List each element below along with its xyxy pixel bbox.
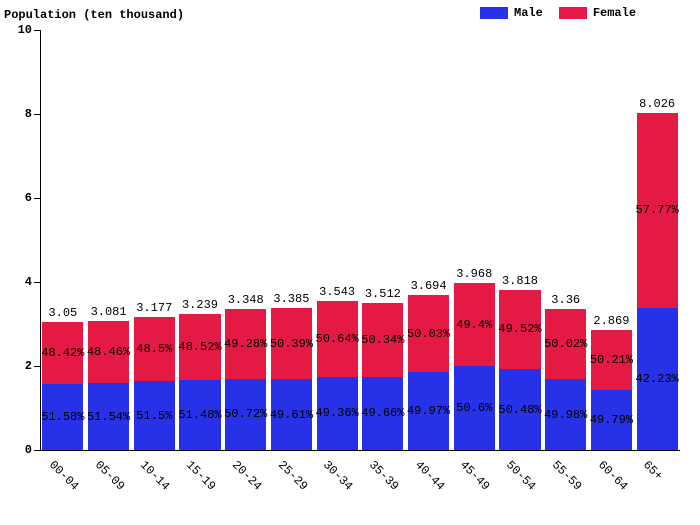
legend-item-male: Male [480, 6, 543, 20]
bar-segment-female: 50.39% [271, 308, 312, 380]
bar-segment-female: 57.77% [637, 113, 678, 308]
bar-total-label: 2.869 [591, 314, 632, 328]
y-tick-label: 4 [12, 275, 32, 289]
x-tick-label: 10-14 [138, 458, 173, 493]
bar-column: 51.5%48.5%3.177 [134, 317, 175, 450]
bar-total-label: 3.348 [225, 293, 266, 307]
x-tick-label: 35-39 [366, 458, 401, 493]
bar-total-label: 3.512 [362, 287, 403, 301]
population-stacked-bar-chart: Population (ten thousand) Male Female 0 2… [0, 0, 700, 525]
legend: Male Female [480, 6, 636, 20]
x-tick-label: 05-09 [92, 458, 127, 493]
bar-segment-male: 42.23% [637, 308, 678, 450]
x-tick-label: 50-54 [503, 458, 538, 493]
bar-total-label: 3.081 [88, 305, 129, 319]
bar-segment-male: 49.97% [408, 372, 449, 450]
x-tick-label: 65+ [640, 458, 665, 483]
bar-column: 50.48%49.52%3.818 [499, 290, 540, 450]
bar-column: 51.48%48.52%3.239 [179, 314, 220, 450]
bar-segment-male: 50.72% [225, 379, 266, 450]
bar-total-label: 3.36 [545, 293, 586, 307]
y-axis-line [40, 30, 41, 450]
bar-segment-female: 49.28% [225, 309, 266, 378]
bar-column: 49.61%50.39%3.385 [271, 308, 312, 450]
bar-total-label: 3.968 [454, 267, 495, 281]
bar-column: 51.54%48.46%3.081 [88, 321, 129, 450]
x-tick-label: 30-34 [320, 458, 355, 493]
bar-segment-male: 50.6% [454, 366, 495, 450]
legend-item-female: Female [559, 6, 636, 20]
bar-total-label: 3.177 [134, 301, 175, 315]
y-axis-label: Population (ten thousand) [4, 8, 184, 22]
bar-total-label: 3.385 [271, 292, 312, 306]
bar-segment-female: 48.42% [42, 322, 83, 384]
bar-segment-female: 49.52% [499, 290, 540, 369]
bar-column: 49.36%50.64%3.543 [317, 301, 358, 450]
bar-column: 49.97%50.03%3.694 [408, 295, 449, 450]
x-tick-label: 00-04 [46, 458, 81, 493]
bar-segment-female: 50.34% [362, 303, 403, 377]
bar-column: 42.23%57.77%8.026 [637, 113, 678, 450]
y-tick-label: 10 [12, 23, 32, 37]
bar-column: 50.72%49.28%3.348 [225, 309, 266, 450]
bar-segment-male: 49.61% [271, 379, 312, 450]
bar-segment-female: 50.64% [317, 301, 358, 376]
bar-column: 49.98%50.02%3.36 [545, 309, 586, 450]
bar-segment-male: 49.36% [317, 377, 358, 450]
x-tick-label: 45-49 [458, 458, 493, 493]
plot-area: 51.58%48.42%3.0551.54%48.46%3.08151.5%48… [40, 30, 680, 450]
legend-label-female: Female [593, 6, 636, 20]
legend-swatch-female [559, 7, 587, 19]
y-tick-label: 2 [12, 359, 32, 373]
legend-label-male: Male [514, 6, 543, 20]
y-tick-label: 0 [12, 443, 32, 457]
x-tick-label: 60-64 [595, 458, 630, 493]
bar-total-label: 3.05 [42, 306, 83, 320]
x-axis-line [40, 450, 680, 451]
x-tick-label: 55-59 [549, 458, 584, 493]
bar-segment-male: 51.54% [88, 383, 129, 450]
bar-segment-male: 49.79% [591, 390, 632, 450]
x-tick-label: 25-29 [275, 458, 310, 493]
bar-column: 49.79%50.21%2.869 [591, 330, 632, 450]
bar-segment-female: 50.03% [408, 295, 449, 373]
x-tick-label: 40-44 [412, 458, 447, 493]
bar-total-label: 3.818 [499, 274, 540, 288]
bar-total-label: 3.694 [408, 279, 449, 293]
bar-total-label: 3.543 [317, 285, 358, 299]
y-tick-label: 8 [12, 107, 32, 121]
bar-segment-male: 50.48% [499, 369, 540, 450]
legend-swatch-male [480, 7, 508, 19]
bar-segment-male: 51.48% [179, 380, 220, 450]
bar-segment-female: 48.46% [88, 321, 129, 384]
bar-segment-female: 48.52% [179, 314, 220, 380]
bar-column: 50.6%49.4%3.968 [454, 283, 495, 450]
x-tick-label: 15-19 [183, 458, 218, 493]
bar-segment-female: 48.5% [134, 317, 175, 382]
bar-column: 49.66%50.34%3.512 [362, 303, 403, 451]
bar-segment-female: 49.4% [454, 283, 495, 365]
bar-total-label: 8.026 [637, 97, 678, 111]
bar-segment-female: 50.02% [545, 309, 586, 380]
x-tick-label: 20-24 [229, 458, 264, 493]
y-tick-label: 6 [12, 191, 32, 205]
bar-segment-male: 49.98% [545, 379, 586, 450]
bar-segment-male: 51.58% [42, 384, 83, 450]
bar-segment-male: 49.66% [362, 377, 403, 450]
bar-column: 51.58%48.42%3.05 [42, 322, 83, 450]
bar-segment-female: 50.21% [591, 330, 632, 391]
bar-total-label: 3.239 [179, 298, 220, 312]
bar-segment-male: 51.5% [134, 381, 175, 450]
